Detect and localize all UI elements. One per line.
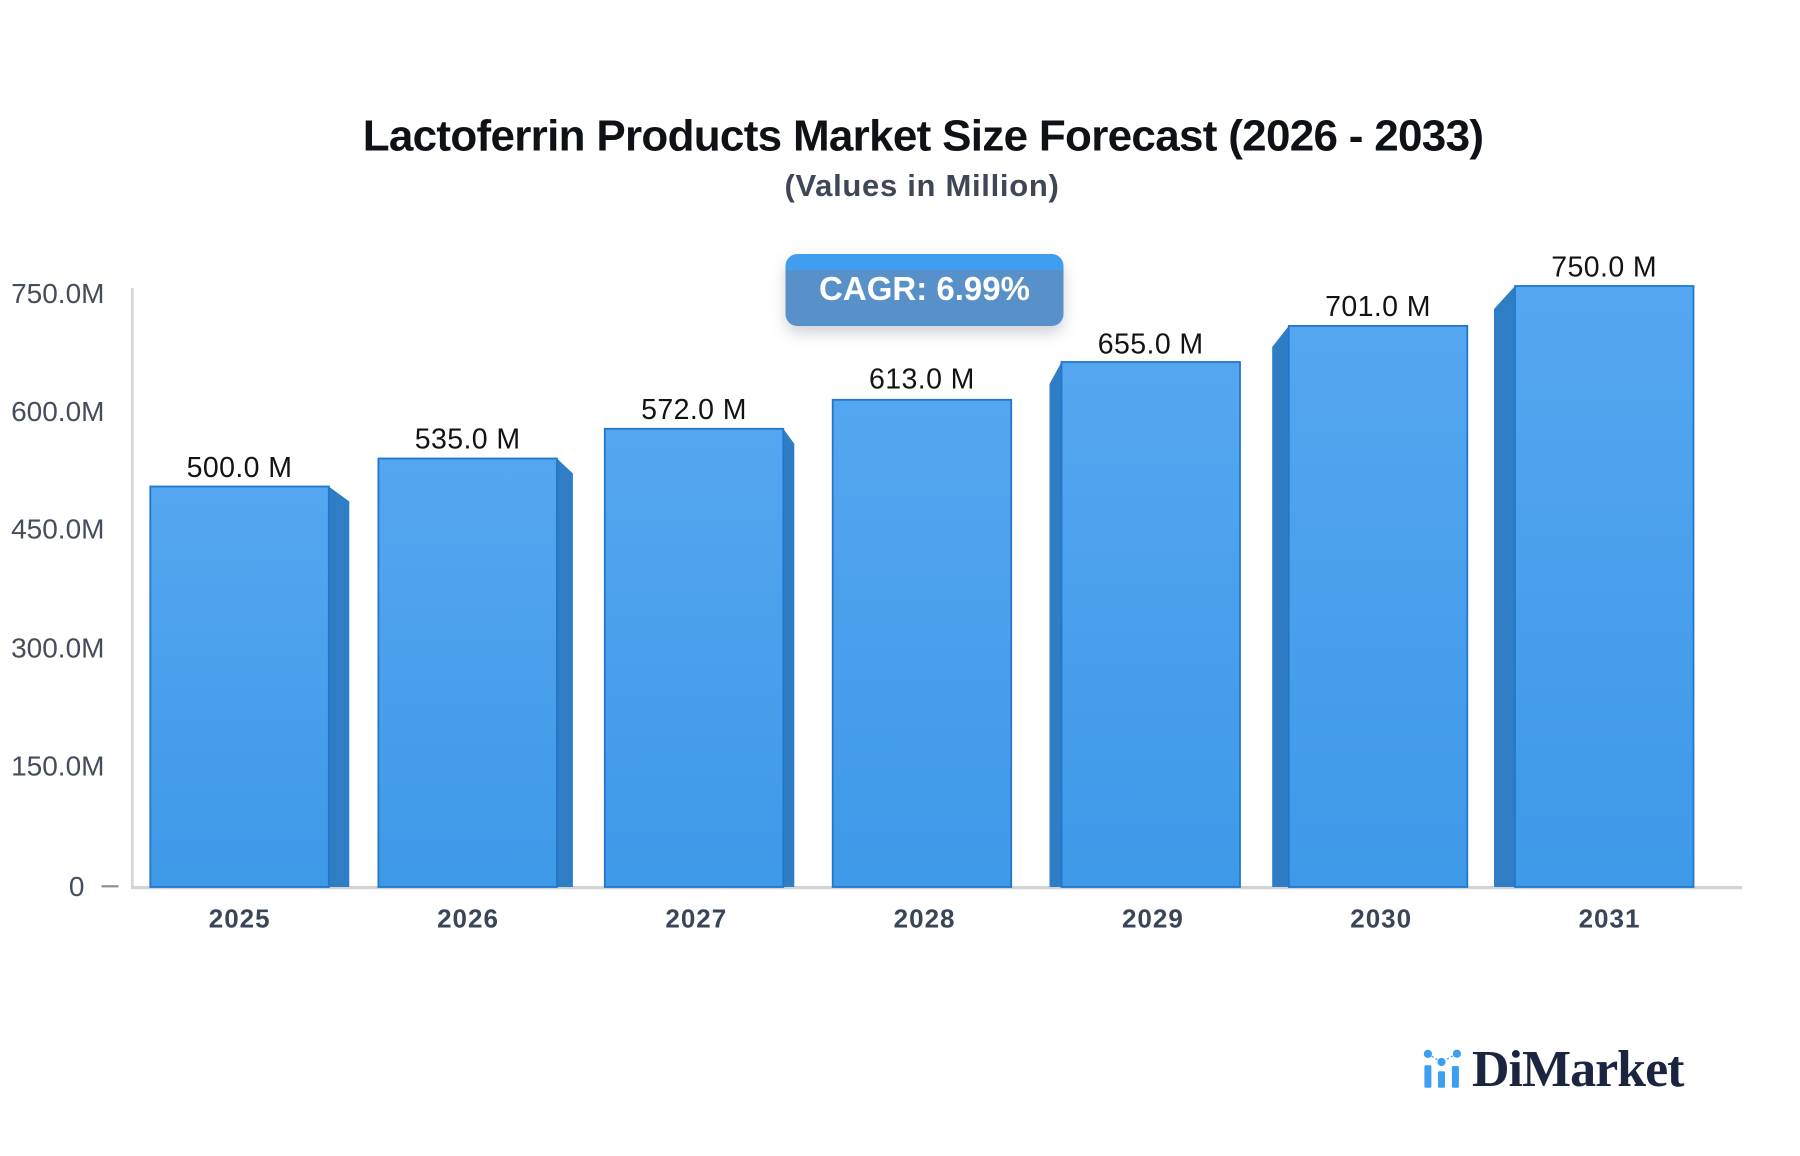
svg-text:2029: 2029 [1122,904,1184,934]
svg-text:535.0 M: 535.0 M [415,424,521,456]
svg-text:2031: 2031 [1579,904,1641,934]
svg-text:150.0M: 150.0M [11,750,104,781]
svg-text:0: 0 [69,871,85,902]
svg-text:613.0 M: 613.0 M [869,364,975,396]
svg-text:750.0 M: 750.0 M [1551,252,1657,284]
svg-text:DiMarket: DiMarket [1472,1041,1685,1098]
svg-text:2026: 2026 [437,904,499,934]
svg-text:2027: 2027 [665,904,727,934]
svg-text:572.0 M: 572.0 M [641,394,747,426]
svg-text:450.0M: 450.0M [11,514,104,545]
svg-text:300.0M: 300.0M [11,633,104,664]
svg-text:(Values in Million): (Values in Million) [784,168,1059,203]
svg-text:500.0 M: 500.0 M [187,452,293,484]
svg-text:701.0 M: 701.0 M [1325,291,1431,323]
svg-text:600.0M: 600.0M [11,396,104,427]
svg-text:750.0M: 750.0M [11,278,104,309]
svg-text:655.0 M: 655.0 M [1098,329,1204,361]
svg-text:CAGR: 6.99%: CAGR: 6.99% [819,270,1030,307]
svg-text:2028: 2028 [894,904,956,934]
svg-text:Lactoferrin Products Market Si: Lactoferrin Products Market Size Forecas… [363,112,1484,161]
svg-text:2030: 2030 [1350,904,1412,934]
svg-text:2025: 2025 [209,904,271,934]
